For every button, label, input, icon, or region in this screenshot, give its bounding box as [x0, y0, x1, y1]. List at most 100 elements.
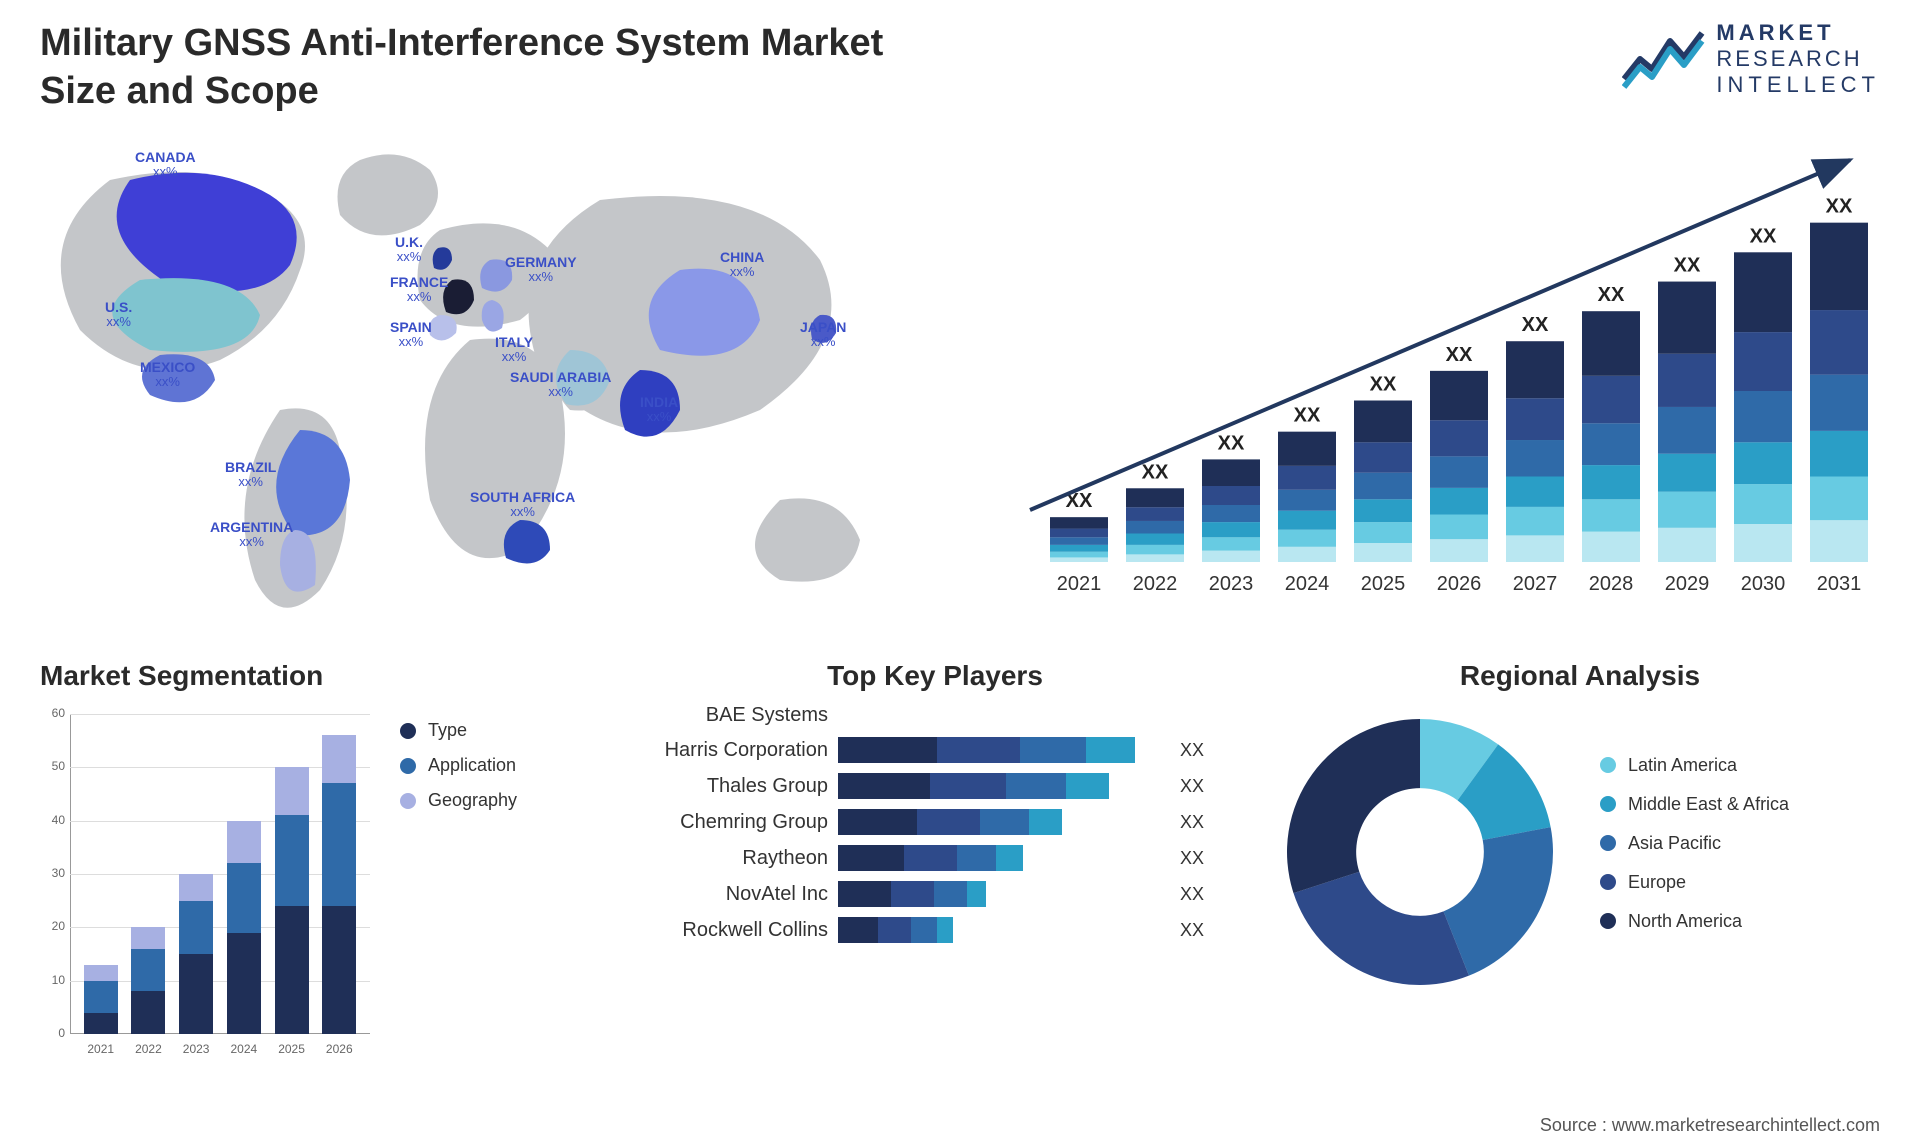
growth-year-label: 2023: [1209, 573, 1254, 595]
seg-year-label: 2021: [78, 1042, 124, 1056]
growth-bar-segment: [1430, 515, 1488, 540]
growth-year-label: 2025: [1361, 573, 1406, 595]
region-legend-label: Latin America: [1628, 755, 1737, 776]
growth-bar-segment: [1810, 375, 1868, 431]
growth-year-label: 2027: [1513, 573, 1558, 595]
map-label-u.k.: U.K.xx%: [395, 235, 423, 265]
growth-bar-segment: [1506, 398, 1564, 440]
seg-bar-segment: [227, 821, 261, 864]
legend-swatch: [1600, 757, 1616, 773]
growth-year-label: 2021: [1057, 573, 1102, 595]
player-value: XX: [1180, 848, 1204, 869]
logo-text-3: INTELLECT: [1716, 72, 1880, 98]
region-legend-label: Middle East & Africa: [1628, 794, 1789, 815]
player-bar-segment: [930, 773, 1006, 799]
seg-year-label: 2024: [221, 1042, 267, 1056]
player-bar-segment: [937, 917, 954, 943]
map-country-name: SPAIN: [390, 320, 432, 335]
growth-bar-segment: [1734, 524, 1792, 562]
player-name: Raytheon: [638, 847, 838, 870]
regional-legend: Latin America Middle East & Africa Asia Pa…: [1600, 755, 1789, 950]
growth-bar-segment: [1658, 528, 1716, 562]
growth-bar-segment: [1202, 486, 1260, 505]
map-label-mexico: MEXICOxx%: [140, 360, 195, 390]
seg-bar-segment: [322, 783, 356, 906]
growth-bar-segment: [1658, 354, 1716, 407]
map-country-name: SOUTH AFRICA: [470, 490, 575, 505]
region-legend-item: Europe: [1600, 872, 1789, 893]
legend-swatch: [1600, 796, 1616, 812]
growth-bar-segment: [1354, 442, 1412, 472]
seg-legend-label: Geography: [428, 790, 517, 811]
growth-year-label: 2029: [1665, 573, 1710, 595]
map-country-name: U.K.: [395, 235, 423, 250]
player-name: Harris Corporation: [638, 739, 838, 762]
seg-bar-group: [179, 874, 213, 1034]
regional-section: Regional Analysis Latin AmericaMiddle Ea…: [1280, 660, 1880, 1090]
growth-bar-segment: [1734, 484, 1792, 524]
seg-year-label: 2023: [173, 1042, 219, 1056]
seg-bar-segment: [322, 735, 356, 783]
segmentation-title: Market Segmentation: [40, 660, 600, 692]
region-legend-label: Asia Pacific: [1628, 833, 1721, 854]
map-country-name: MEXICO: [140, 360, 195, 375]
growth-bar-toplabel: XX: [1674, 255, 1701, 277]
growth-bar-segment: [1582, 311, 1640, 376]
seg-ytick: 40: [40, 813, 65, 827]
growth-bar-segment: [1050, 529, 1108, 538]
growth-bar-segment: [1278, 547, 1336, 562]
player-value: XX: [1180, 740, 1204, 761]
legend-swatch: [1600, 913, 1616, 929]
growth-bar-toplabel: XX: [1294, 405, 1321, 427]
seg-legend-label: Application: [428, 755, 516, 776]
player-row: BAE Systems: [638, 704, 1240, 727]
seg-year-label: 2022: [125, 1042, 171, 1056]
player-bar-segment: [937, 737, 1020, 763]
map-country-value: xx%: [135, 165, 196, 179]
growth-bar-segment: [1734, 391, 1792, 442]
map-country-value: xx%: [470, 505, 575, 519]
player-name: BAE Systems: [638, 704, 838, 727]
map-country-value: xx%: [640, 410, 678, 424]
region-legend-label: Europe: [1628, 872, 1686, 893]
map-country-value: xx%: [390, 290, 448, 304]
map-country-value: xx%: [800, 335, 846, 349]
player-bar-segment: [878, 917, 911, 943]
map-label-saudi-arabia: SAUDI ARABIAxx%: [510, 370, 611, 400]
seg-year-label: 2025: [269, 1042, 315, 1056]
growth-bar-segment: [1430, 420, 1488, 456]
seg-bar-group: [227, 821, 261, 1034]
map-country-name: SAUDI ARABIA: [510, 370, 611, 385]
player-row: NovAtel IncXX: [638, 881, 1240, 907]
seg-bar-segment: [84, 981, 118, 1013]
seg-bar-segment: [227, 933, 261, 1034]
map-country-value: xx%: [210, 535, 293, 549]
growth-bar-segment: [1278, 432, 1336, 466]
region-legend-label: North America: [1628, 911, 1742, 932]
map-label-south-africa: SOUTH AFRICAxx%: [470, 490, 575, 520]
growth-bar-segment: [1126, 545, 1184, 555]
growth-bar-segment: [1582, 465, 1640, 499]
growth-bar-segment: [1050, 545, 1108, 552]
growth-bar-segment: [1202, 551, 1260, 562]
seg-bar-segment: [131, 927, 165, 948]
player-bar: [838, 737, 1168, 763]
legend-swatch: [400, 793, 416, 809]
region-legend-item: Asia Pacific: [1600, 833, 1789, 854]
map-country-value: xx%: [720, 265, 764, 279]
map-label-u.s.: U.S.xx%: [105, 300, 132, 330]
map-label-japan: JAPANxx%: [800, 320, 846, 350]
player-value: XX: [1180, 884, 1204, 905]
player-name: Rockwell Collins: [638, 919, 838, 942]
growth-bar-segment: [1050, 552, 1108, 558]
player-value: XX: [1180, 920, 1204, 941]
market-size-chart: XX2021XX2022XX2023XX2024XX2025XX2026XX20…: [1010, 140, 1870, 610]
seg-bar-group: [322, 735, 356, 1034]
player-bar-segment: [967, 881, 987, 907]
map-country-name: CANADA: [135, 150, 196, 165]
player-bar-segment: [904, 845, 957, 871]
map-label-china: CHINAxx%: [720, 250, 764, 280]
growth-bar-segment: [1506, 477, 1564, 507]
growth-bar-segment: [1202, 537, 1260, 550]
growth-bar-segment: [1734, 332, 1792, 391]
